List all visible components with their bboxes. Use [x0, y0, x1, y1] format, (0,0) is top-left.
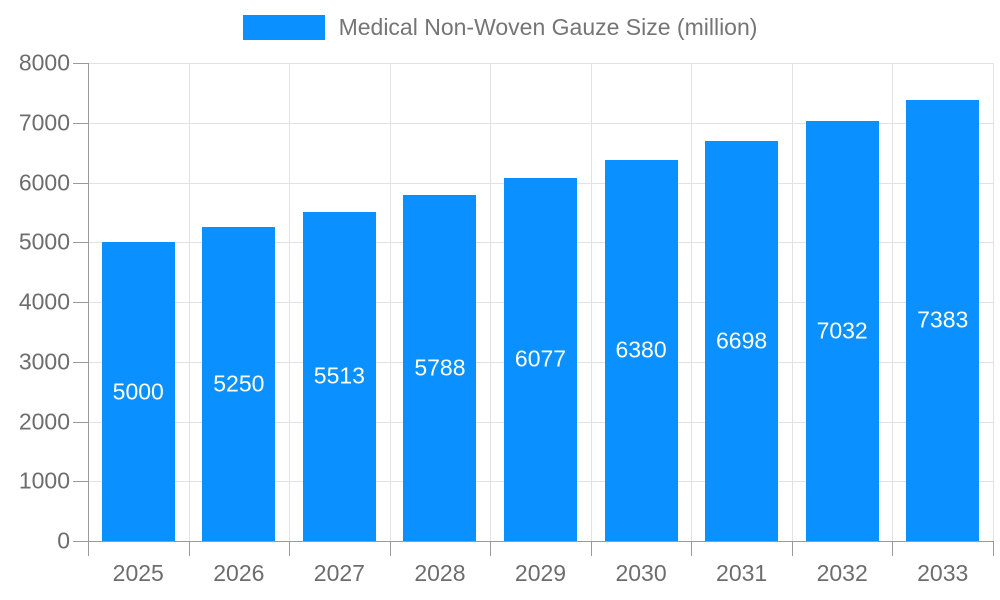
x-grid-line: [892, 63, 894, 541]
y-tick: [73, 421, 88, 423]
bar[interactable]: 5000: [101, 242, 175, 541]
bar-value-label: 7032: [816, 317, 868, 344]
x-tick: [691, 541, 693, 556]
y-axis-label: 2000: [18, 408, 70, 434]
bar-value-label: 6698: [716, 327, 768, 354]
bar[interactable]: 5250: [202, 227, 276, 541]
x-tick: [289, 541, 291, 556]
y-axis-label: 5000: [18, 228, 70, 255]
x-tick: [590, 541, 592, 556]
x-grid-line: [791, 63, 793, 541]
bar-value-label: 5000: [112, 378, 164, 405]
legend-label: Medical Non-Woven Gauze Size (million): [338, 14, 758, 40]
bar-value-label: 5513: [313, 362, 365, 389]
x-grid-line: [188, 63, 190, 541]
y-tick: [73, 122, 88, 124]
x-tick: [490, 541, 492, 556]
y-tick: [73, 302, 88, 303]
y-grid-line: [88, 122, 993, 124]
x-grid-line: [289, 63, 291, 541]
y-tick: [73, 182, 88, 184]
x-tick: [993, 541, 994, 556]
x-axis-label: 2028: [414, 560, 466, 586]
y-tick: [73, 242, 88, 244]
bar[interactable]: 7032: [805, 120, 879, 541]
y-axis-line: [88, 63, 89, 541]
x-tick: [892, 541, 894, 556]
x-axis-label: 2029: [514, 560, 567, 586]
x-grid-line: [490, 63, 492, 541]
y-tick: [73, 361, 88, 363]
x-grid-line: [993, 63, 994, 541]
x-axis-line: [88, 541, 993, 542]
bar-value-label: 7383: [917, 306, 969, 333]
bar[interactable]: 7383: [906, 99, 980, 541]
legend-item[interactable]: Medical Non-Woven Gauze Size (million): [0, 14, 1000, 41]
bar[interactable]: 5788: [403, 195, 477, 541]
bar-value-label: 6380: [615, 336, 667, 363]
x-axis-label: 2033: [917, 560, 969, 586]
x-grid-line: [389, 63, 391, 541]
x-axis-label: 2027: [313, 560, 365, 586]
plot-area: 5000 5250 5513 5788 6077 6380 6698 7032 7383: [88, 63, 994, 541]
y-axis-label: 7000: [18, 109, 70, 136]
bar-value-label: 6077: [514, 345, 567, 372]
x-axis-label: 2031: [716, 560, 768, 586]
bar[interactable]: 6077: [504, 177, 577, 541]
bar[interactable]: 6380: [604, 159, 678, 541]
y-axis-label: 6000: [18, 169, 70, 195]
y-axis-label: 4000: [18, 288, 70, 315]
y-tick: [73, 481, 88, 483]
y-axis-label: 1000: [18, 467, 70, 494]
x-tick: [389, 541, 391, 556]
y-tick: [73, 63, 88, 64]
bar-value-label: 5250: [213, 370, 265, 397]
y-axis-label: 0: [57, 527, 70, 554]
y-axis-label: 3000: [18, 348, 70, 375]
legend-swatch: [242, 15, 325, 40]
bar-value-label: 5788: [414, 354, 466, 381]
bar[interactable]: 5513: [302, 211, 376, 541]
bar[interactable]: 6698: [705, 140, 779, 541]
x-tick: [88, 541, 89, 556]
x-axis-label: 2025: [112, 560, 164, 586]
y-grid-line: [88, 63, 993, 64]
x-tick: [188, 541, 190, 556]
x-axis-label: 2030: [615, 560, 667, 586]
x-tick: [791, 541, 793, 556]
x-axis-label: 2032: [816, 560, 868, 586]
x-grid-line: [590, 63, 592, 541]
x-axis-label: 2026: [213, 560, 265, 586]
x-grid-line: [691, 63, 693, 541]
y-tick: [73, 541, 88, 542]
y-axis-label: 8000: [18, 49, 70, 76]
